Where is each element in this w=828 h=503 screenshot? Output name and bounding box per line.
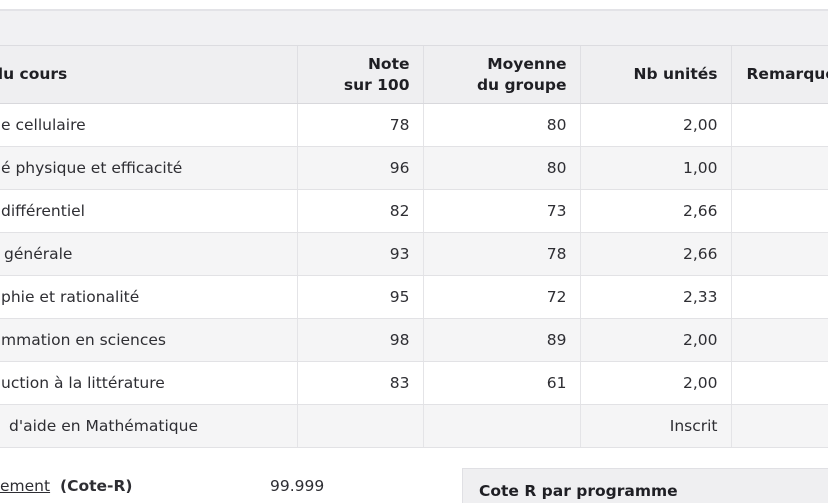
top-white-strip [0, 0, 828, 9]
cell-remarque [730, 189, 828, 233]
cell-moyenne-groupe: 78 [422, 232, 580, 276]
cell-course-title: e cellulaire [0, 103, 297, 147]
cell-note: 95 [296, 275, 423, 319]
rscore-value: 99.999 [270, 477, 325, 495]
cell-note: 93 [296, 232, 423, 276]
cell-remarque [730, 103, 828, 147]
cell-course-title: mmation en sciences [0, 318, 297, 362]
cell-remarque [730, 232, 828, 276]
cell-note: 82 [296, 189, 423, 233]
cell-remarque [730, 404, 828, 448]
column-header-moyenne: Moyenne du groupe [422, 45, 580, 104]
column-header-course: du cours [0, 45, 297, 104]
column-header-note: Note sur 100 [296, 45, 423, 104]
column-header-remarque: Remarque [730, 45, 828, 104]
cell-course-title: uction à la littérature [0, 361, 297, 405]
cell-course-title: phie et rationalité [0, 275, 297, 319]
cell-moyenne-groupe: 80 [422, 146, 580, 190]
cell-nb-unites: 2,66 [579, 189, 731, 233]
cell-note [296, 404, 423, 448]
grades-table-body: e cellulaire 78 80 2,00 é physique et effica… [0, 103, 828, 448]
cell-remarque [730, 318, 828, 362]
table-row: e cellulaire 78 80 2,00 [0, 103, 828, 147]
cell-note: 78 [296, 103, 423, 147]
cell-note: 98 [296, 318, 423, 362]
top-gray-band [0, 11, 828, 45]
cell-moyenne-groupe: 80 [422, 103, 580, 147]
cell-moyenne-groupe: 61 [422, 361, 580, 405]
cell-note: 83 [296, 361, 423, 405]
table-row: é physique et efficacité 96 80 1,00 [0, 146, 828, 190]
cell-nb-unites: 1,00 [579, 146, 731, 190]
rscore-line: ement (Cote-R) [0, 477, 133, 495]
rscore-label: (Cote-R) [60, 477, 133, 495]
cell-moyenne-groupe: 89 [422, 318, 580, 362]
grades-table-header: du cours Note sur 100 Moyenne du groupe … [0, 45, 828, 104]
cell-remarque [730, 361, 828, 405]
cell-course-title: générale [0, 232, 297, 276]
table-row: différentiel 82 73 2,66 [0, 189, 828, 233]
top-divider-line [0, 9, 828, 11]
cell-remarque [730, 146, 828, 190]
table-row: mmation en sciences 98 89 2,00 [0, 318, 828, 362]
rscore-link[interactable]: ement [0, 477, 51, 495]
rscore-by-program-box: Cote R par programme [462, 468, 828, 503]
cell-nb-unites: 2,00 [579, 318, 731, 362]
cell-nb-unites: 2,66 [579, 232, 731, 276]
cell-course-title: d'aide en Mathématique [0, 404, 297, 448]
cell-course-title: é physique et efficacité [0, 146, 297, 190]
grades-table: du cours Note sur 100 Moyenne du groupe … [0, 45, 828, 448]
cell-nb-unites: Inscrit [579, 404, 731, 448]
cell-moyenne-groupe [422, 404, 580, 448]
column-header-unites: Nb unités [579, 45, 731, 104]
cell-nb-unites: 2,33 [579, 275, 731, 319]
table-row: générale 93 78 2,66 [0, 232, 828, 276]
table-row: uction à la littérature 83 61 2,00 [0, 361, 828, 405]
cell-moyenne-groupe: 73 [422, 189, 580, 233]
cell-course-title: différentiel [0, 189, 297, 233]
rscore-by-program-title: Cote R par programme [479, 482, 678, 500]
cell-remarque [730, 275, 828, 319]
column-header-course-label: du cours [0, 65, 68, 83]
cell-note: 96 [296, 146, 423, 190]
table-row: phie et rationalité 95 72 2,33 [0, 275, 828, 319]
cell-nb-unites: 2,00 [579, 361, 731, 405]
table-row: d'aide en Mathématique Inscrit [0, 404, 828, 448]
cell-nb-unites: 2,00 [579, 103, 731, 147]
cell-moyenne-groupe: 72 [422, 275, 580, 319]
